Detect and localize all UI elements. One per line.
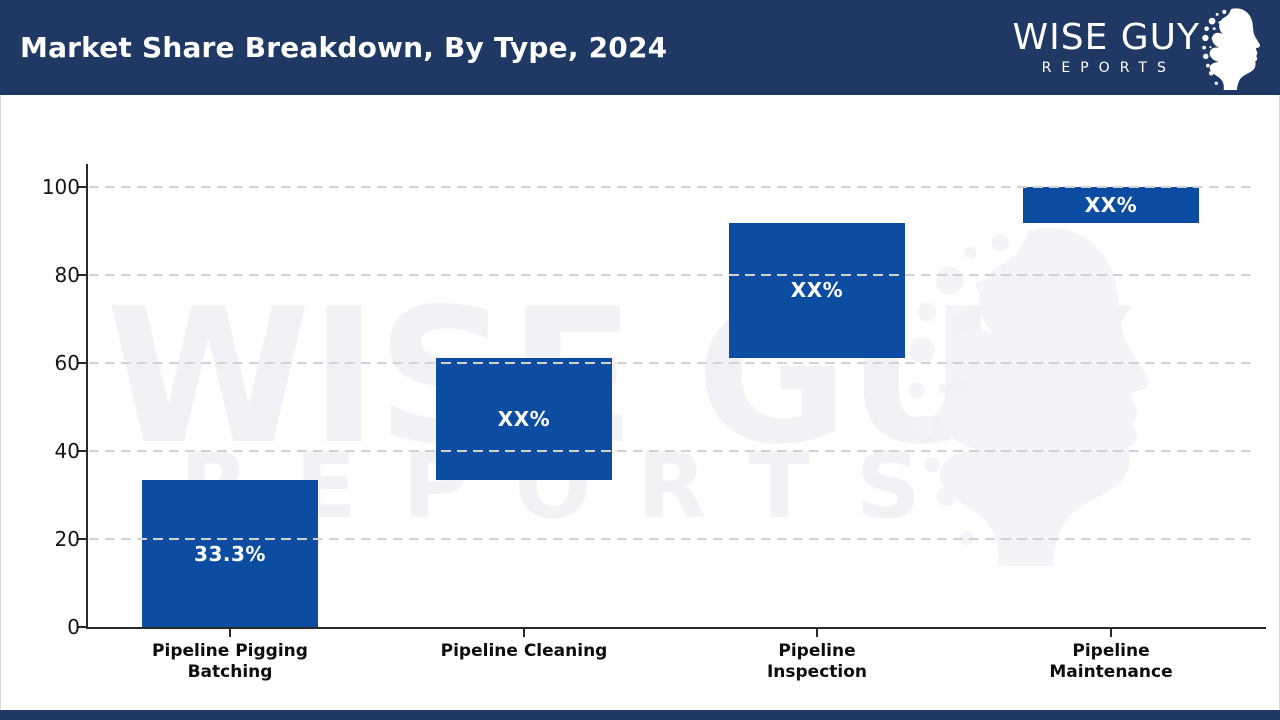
x-axis-label-4: Pipeline Maintenance <box>1049 641 1173 682</box>
header: Market Share Breakdown, By Type, 2024 WI… <box>0 0 1280 95</box>
y-tick-60 <box>78 362 86 364</box>
y-tick-label-100: 100 <box>41 175 80 199</box>
y-tick-0 <box>78 626 86 628</box>
bar-3: XX% <box>729 223 905 358</box>
bar-value-label: XX% <box>790 278 844 303</box>
x-axis-label-2: Pipeline Cleaning <box>440 641 608 661</box>
brand-subtitle: REPORTS <box>1041 60 1176 76</box>
y-tick-label-60: 60 <box>54 351 80 375</box>
bar-1: 33.3% <box>142 480 318 627</box>
x-tick-2 <box>523 629 525 637</box>
y-tick-20 <box>78 538 86 540</box>
bar-2: XX% <box>436 357 612 481</box>
y-tick-100 <box>78 186 86 188</box>
bar-value-label: 33.3% <box>194 541 266 566</box>
gridline-y20 <box>89 538 1253 540</box>
y-tick-40 <box>78 450 86 452</box>
x-tick-4 <box>1110 629 1112 637</box>
x-axis-label-1: Pipeline Pigging Batching <box>152 641 308 682</box>
page-title: Market Share Breakdown, By Type, 2024 <box>20 31 668 64</box>
brand-head-icon <box>1202 7 1260 90</box>
y-axis-spine <box>86 164 88 629</box>
footer-bar <box>0 710 1280 720</box>
bar-4: XX% <box>1023 187 1199 224</box>
y-tick-80 <box>78 274 86 276</box>
gridline-y100 <box>89 186 1253 188</box>
brand-name: WISE GUY <box>1012 17 1200 58</box>
y-tick-label-40: 40 <box>54 439 80 463</box>
brand-logo: WISE GUY REPORTS <box>1013 6 1267 90</box>
y-tick-label-0: 0 <box>67 615 80 639</box>
bar-value-label: XX% <box>497 407 551 432</box>
x-axis-label-3: Pipeline Inspection <box>766 641 868 682</box>
bar-value-label: XX% <box>1084 193 1138 218</box>
x-tick-3 <box>816 629 818 637</box>
gridline-y40 <box>89 450 1253 452</box>
y-tick-label-80: 80 <box>54 263 80 287</box>
x-tick-1 <box>229 629 231 637</box>
x-axis-spine <box>86 627 1266 629</box>
brand-logo-text: WISE GUY REPORTS <box>1012 17 1201 76</box>
y-tick-label-20: 20 <box>54 527 80 551</box>
gridline-y60 <box>89 362 1253 364</box>
gridline-y80 <box>89 274 1253 276</box>
